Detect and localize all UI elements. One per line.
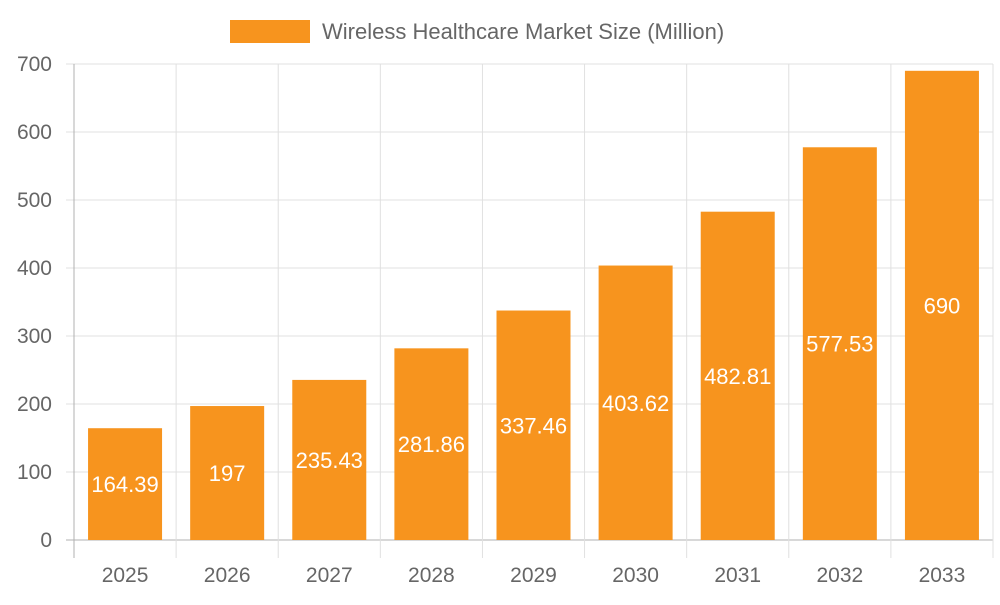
legend-label: Wireless Healthcare Market Size (Million… (322, 19, 724, 44)
x-tick-label: 2026 (204, 564, 251, 587)
x-tick-label: 2032 (816, 564, 863, 587)
y-tick-label: 600 (17, 121, 52, 144)
y-tick-label: 400 (17, 257, 52, 280)
bar (802, 147, 877, 540)
y-tick-label: 100 (17, 461, 52, 484)
bar (598, 265, 673, 540)
x-tick-label: 2028 (408, 564, 455, 587)
axes: 0 100 200 300 400 500 600 700 2025 2026 2027 2028 20… (17, 53, 965, 587)
data-label: 164.39 (91, 472, 158, 497)
x-tick-label: 2027 (306, 564, 353, 587)
data-label: 235.43 (296, 448, 363, 473)
bars: 164.39 197 235.43 281.86 337.46 403.62 482.81 5… (88, 70, 979, 541)
x-tick-label: 2030 (612, 564, 659, 587)
y-tick-label: 500 (17, 189, 52, 212)
data-label: 482.81 (704, 364, 771, 389)
x-tick-label: 2025 (102, 564, 149, 587)
bar (190, 406, 265, 540)
y-tick-label: 300 (17, 325, 52, 348)
bar (496, 310, 571, 540)
bar (292, 379, 367, 540)
x-tick-label: 2029 (510, 564, 557, 587)
data-label: 281.86 (398, 432, 465, 457)
data-label: 690 (924, 293, 961, 318)
y-tick-label: 700 (17, 53, 52, 76)
y-tick-label: 200 (17, 393, 52, 416)
data-label: 403.62 (602, 391, 669, 416)
bar (394, 348, 469, 540)
grid (66, 63, 994, 558)
legend-swatch (230, 20, 310, 43)
data-label: 197 (209, 461, 246, 486)
bar (88, 428, 163, 540)
x-tick-label: 2033 (919, 564, 966, 587)
data-label: 337.46 (500, 413, 567, 438)
x-tick-label: 2031 (714, 564, 761, 587)
legend[interactable]: Wireless Healthcare Market Size (Million… (230, 19, 724, 44)
y-tick-label: 0 (40, 529, 52, 552)
data-label: 577.53 (806, 332, 873, 357)
bar (904, 70, 979, 541)
bar (700, 211, 775, 540)
